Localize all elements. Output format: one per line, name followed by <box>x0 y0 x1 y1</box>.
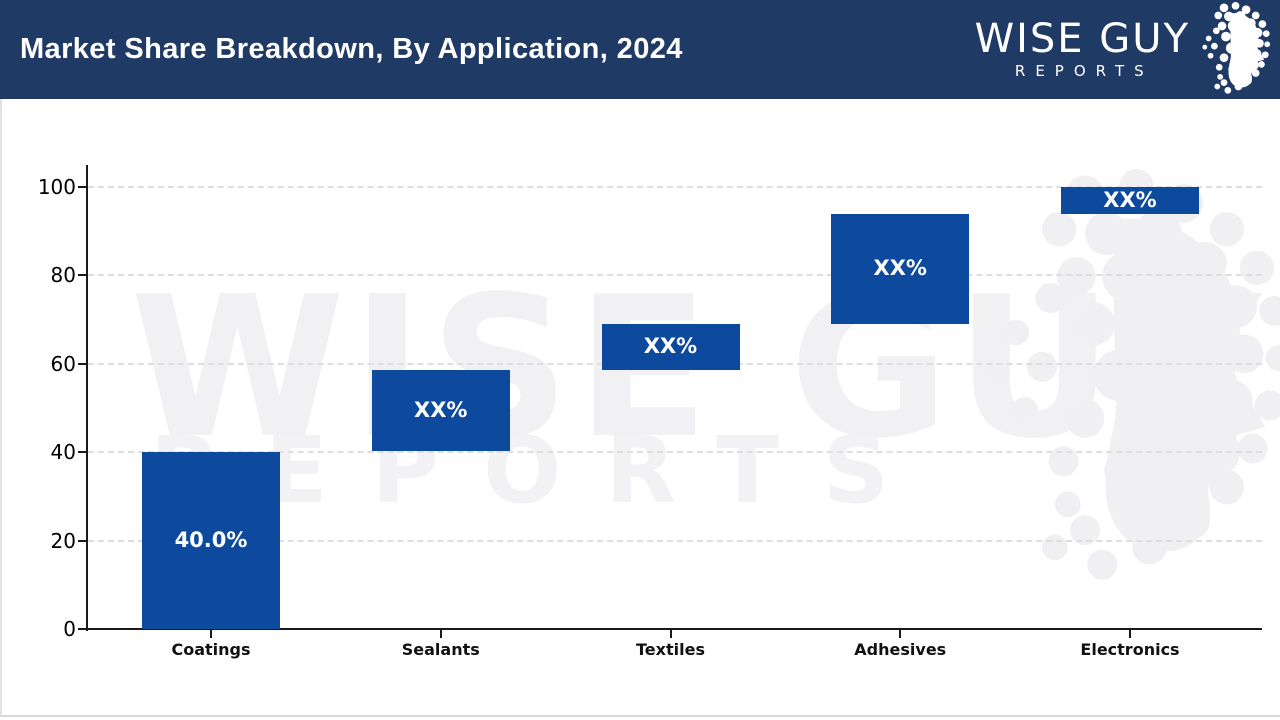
y-tick-mark <box>78 362 86 365</box>
brand-wordmark: WISE GUY REPORTS <box>975 19 1190 80</box>
y-tick-mark <box>78 451 86 454</box>
x-category-label: Adhesives <box>854 640 947 659</box>
brand-subtitle: REPORTS <box>1014 62 1154 80</box>
y-tick-label: 80 <box>50 263 76 288</box>
x-category-label: Sealants <box>401 640 480 659</box>
bar-value-label: 40.0% <box>174 528 248 553</box>
y-tick-mark <box>78 628 86 630</box>
bar-value-label: XX% <box>643 334 698 359</box>
waterfall-bar: XX% <box>371 369 510 452</box>
header: Market Share Breakdown, By Application, … <box>0 0 1280 99</box>
y-tick-label: 60 <box>50 351 76 376</box>
x-tick-mark <box>669 630 672 638</box>
x-tick-mark <box>899 630 902 638</box>
x-tick-mark <box>1129 630 1131 638</box>
x-tick-mark <box>210 630 212 638</box>
y-tick-label: 100 <box>37 175 76 199</box>
bar-value-label: XX% <box>414 397 468 422</box>
waterfall-bar: XX% <box>831 213 970 324</box>
gridline <box>88 451 1262 454</box>
gridline <box>88 186 1262 188</box>
brand-face-icon <box>1176 2 1272 98</box>
x-category-label: Textiles <box>636 640 705 659</box>
brand-name: WISE GUY <box>974 16 1190 62</box>
y-axis-line <box>86 165 88 631</box>
page-title: Market Share Breakdown, By Application, … <box>20 33 683 65</box>
waterfall-bar: XX% <box>601 324 740 370</box>
y-tick-label: 40 <box>50 440 76 465</box>
y-tick-mark <box>78 274 86 277</box>
waterfall-bar: XX% <box>1061 187 1199 214</box>
y-tick-label: 0 <box>63 617 76 641</box>
x-category-label: Coatings <box>171 640 251 659</box>
y-tick-mark <box>78 539 86 542</box>
x-axis-line <box>86 628 1262 630</box>
y-tick-mark <box>78 186 86 188</box>
gridline <box>88 274 1262 277</box>
x-tick-mark <box>439 630 442 638</box>
x-category-label: Electronics <box>1080 640 1180 659</box>
bar-value-label: XX% <box>1103 187 1157 212</box>
waterfall-bar: 40.0% <box>142 452 280 629</box>
y-tick-label: 20 <box>50 528 76 553</box>
bar-value-label: XX% <box>873 256 927 281</box>
gridline <box>88 539 1262 542</box>
brand-logo: WISE GUY REPORTS <box>975 2 1280 98</box>
